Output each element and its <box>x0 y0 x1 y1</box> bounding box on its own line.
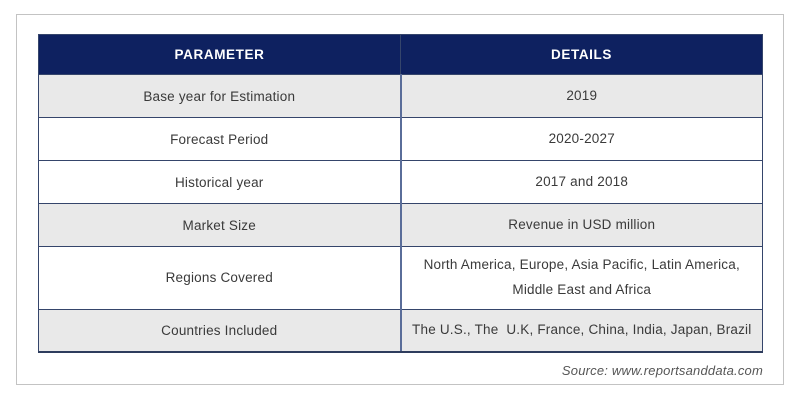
table-row-historical-year: Historical year 2017 and 2018 <box>38 160 763 204</box>
column-header-parameter: PARAMETER <box>38 34 401 75</box>
table-row-forecast-period: Forecast Period 2020-2027 <box>38 117 763 161</box>
details-cell: North America, Europe, Asia Pacific, Lat… <box>399 246 763 310</box>
details-cell: 2019 <box>399 74 763 118</box>
parameter-cell: Historical year <box>38 160 401 204</box>
parameter-cell: Countries Included <box>38 308 401 354</box>
parameter-cell: Forecast Period <box>38 117 401 161</box>
parameter-cell: Regions Covered <box>38 246 401 310</box>
table-header-row: PARAMETER DETAILS <box>38 34 763 75</box>
details-cell: 2017 and 2018 <box>399 160 763 204</box>
parameter-cell: Base year for Estimation <box>38 74 401 118</box>
details-cell: Revenue in USD million <box>399 203 763 247</box>
column-header-details: DETAILS <box>400 34 763 75</box>
report-scope-table: PARAMETER DETAILS Base year for Estimati… <box>38 34 763 354</box>
details-cell: 2020-2027 <box>399 117 763 161</box>
details-cell: The U.S., The U.K, France, China, India,… <box>399 308 763 354</box>
table-row-regions-covered: Regions Covered North America, Europe, A… <box>38 246 763 310</box>
table-row-base-year: Base year for Estimation 2019 <box>38 74 763 118</box>
source-attribution: Source: www.reportsanddata.com <box>561 363 763 378</box>
content-frame: PARAMETER DETAILS Base year for Estimati… <box>16 14 784 385</box>
parameter-cell: Market Size <box>38 203 401 247</box>
table-row-market-size: Market Size Revenue in USD million <box>38 203 763 247</box>
table-row-countries-included: Countries Included The U.S., The U.K, Fr… <box>38 308 763 354</box>
